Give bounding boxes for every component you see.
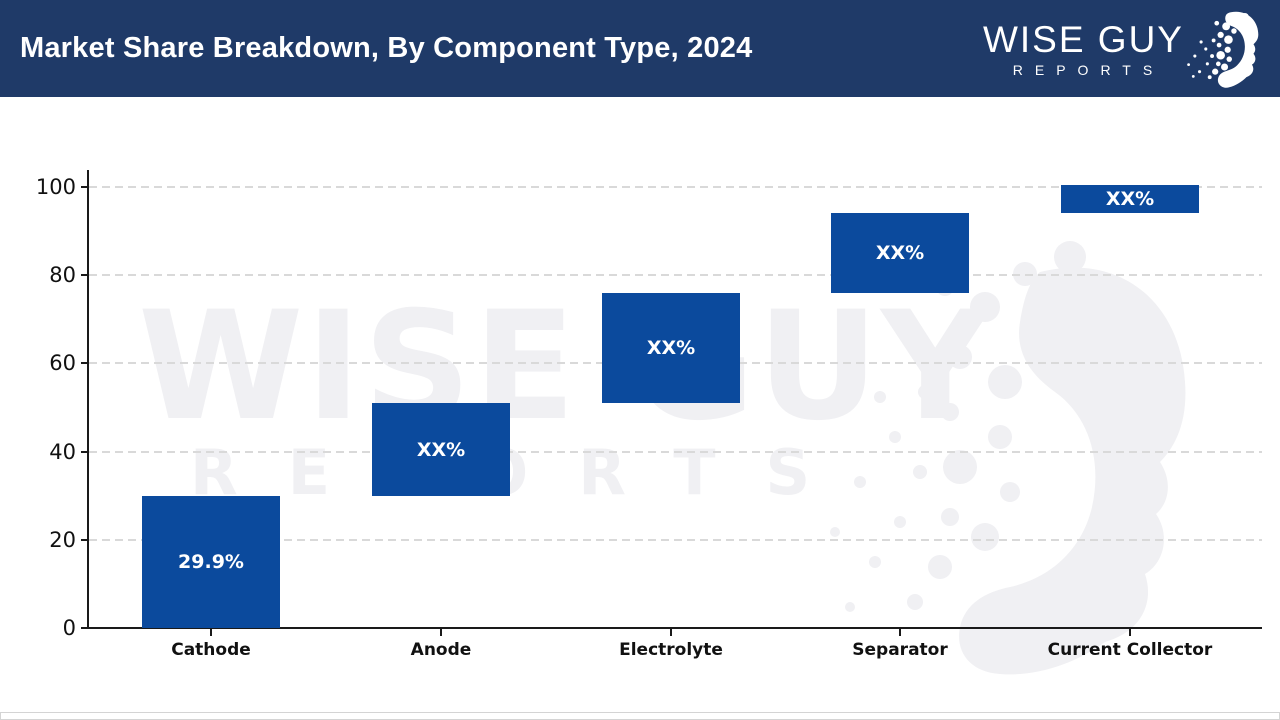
category-label-current-collector: Current Collector: [1047, 640, 1213, 660]
bar-separator: [831, 213, 969, 293]
gridline-40: [89, 450, 1262, 453]
wiseguy-logo: WISE GUY REPORTS: [983, 8, 1266, 90]
bar-value-label: 29.9%: [178, 551, 244, 574]
category-label-separator: Separator: [852, 640, 948, 660]
bar-value-label: XX%: [416, 438, 466, 461]
bar-value-label: XX%: [875, 242, 925, 265]
x-tick-mark: [670, 629, 672, 636]
x-tick-mark: [440, 629, 442, 636]
x-tick-mark: [1129, 629, 1131, 636]
y-tick-label: 20: [49, 527, 76, 552]
y-tick-mark: [81, 450, 88, 453]
bar-value-label: XX%: [646, 336, 696, 359]
x-tick-mark: [210, 629, 212, 636]
y-tick-label: 60: [49, 351, 76, 376]
gridline-80: [89, 274, 1262, 277]
bar-electrolyte: [602, 292, 740, 404]
category-label-cathode: Cathode: [171, 640, 251, 660]
watermark-wordmark: WISE GUY: [138, 280, 992, 454]
wiseguy-logo-text: WISE GUY REPORTS: [983, 21, 1184, 77]
category-label-anode: Anode: [410, 640, 472, 660]
y-tick-label: 0: [62, 616, 76, 640]
y-tick-label: 100: [35, 175, 76, 199]
chart-area: WISE GUY REPORTS 0 20 40 60 80 100 29.9% Cathod…: [0, 97, 1280, 713]
gridline-20: [89, 538, 1262, 541]
y-axis: [87, 170, 89, 629]
x-axis: [87, 627, 1262, 629]
y-tick-mark: [81, 362, 88, 365]
bar-cathode: [142, 496, 280, 628]
bar-current-collector: [1061, 184, 1199, 214]
bar-anode: [372, 403, 510, 497]
bar-value-label: XX%: [1105, 188, 1155, 211]
y-tick-label: 40: [49, 439, 76, 464]
y-tick-mark: [81, 627, 88, 629]
logo-wordmark: WISE GUY: [982, 19, 1184, 60]
page-title: Market Share Breakdown, By Component Typ…: [20, 32, 753, 64]
category-label-electrolyte: Electrolyte: [619, 640, 723, 660]
y-tick-mark: [81, 274, 88, 277]
footer-strip: [0, 712, 1280, 720]
y-tick-mark: [81, 186, 88, 188]
x-tick-mark: [899, 629, 901, 636]
gridline-100: [89, 186, 1262, 188]
y-tick-label: 80: [49, 263, 76, 288]
y-tick-mark: [81, 538, 88, 541]
logo-subtitle: REPORTS: [1012, 62, 1165, 78]
header-bar: Market Share Breakdown, By Component Typ…: [0, 0, 1280, 97]
wiseguy-face-icon: [1187, 11, 1259, 88]
